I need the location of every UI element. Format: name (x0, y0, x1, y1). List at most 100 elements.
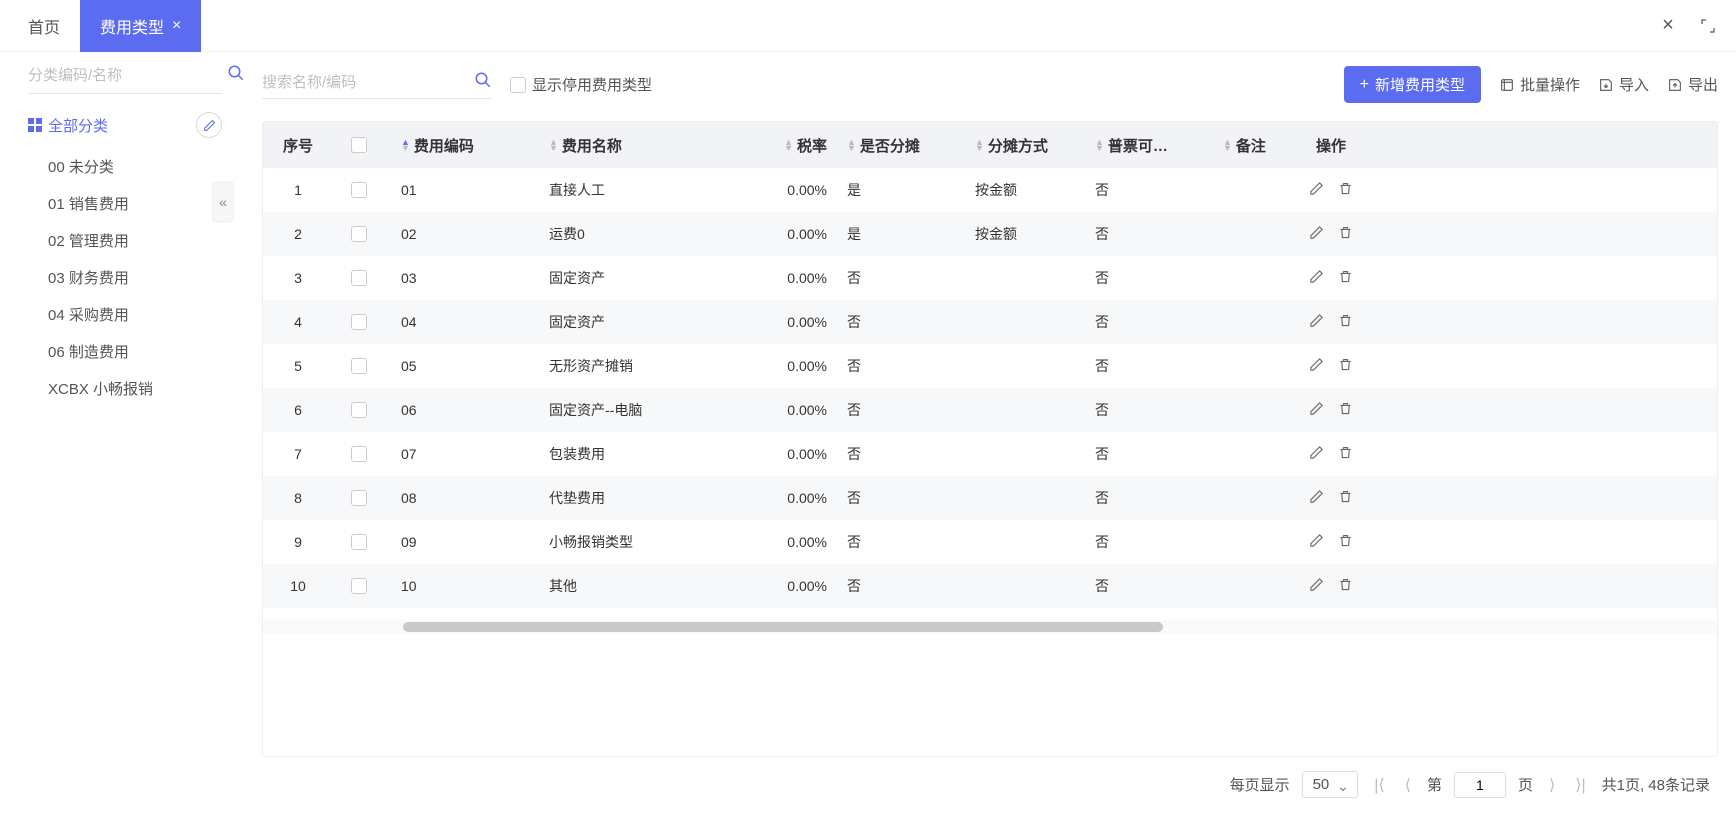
checkbox-icon (351, 314, 367, 330)
row-checkbox[interactable] (333, 226, 391, 242)
row-checkbox[interactable] (333, 490, 391, 506)
export-button[interactable]: 导出 (1667, 74, 1718, 95)
sidebar-all-categories[interactable]: 全部分类 (28, 115, 108, 136)
col-tax[interactable]: ▲▼税率 (737, 135, 837, 156)
tab-expense-type[interactable]: 费用类型 × (80, 0, 201, 52)
prev-page-icon[interactable]: ⟨ (1401, 775, 1415, 795)
cell-tax: 0.00% (737, 314, 837, 330)
scrollbar-thumb[interactable] (403, 622, 1163, 632)
delete-icon[interactable] (1338, 181, 1353, 199)
row-checkbox[interactable] (333, 578, 391, 594)
cell-allot: 否 (837, 356, 965, 376)
add-expense-type-button[interactable]: + 新增费用类型 (1344, 66, 1481, 103)
edit-category-icon[interactable] (196, 112, 222, 138)
cell-code: 10 (391, 578, 539, 594)
sidebar-category-item[interactable]: 06 制造费用 (48, 333, 222, 370)
delete-icon[interactable] (1338, 269, 1353, 287)
cell-seq: 8 (263, 490, 333, 506)
edit-icon[interactable] (1309, 269, 1324, 287)
cell-allot: 否 (837, 400, 965, 420)
delete-icon[interactable] (1338, 577, 1353, 595)
fullscreen-icon[interactable] (1688, 6, 1728, 46)
col-method[interactable]: ▲▼分摊方式 (965, 135, 1085, 156)
sidebar-category-item[interactable]: 00 未分类 (48, 148, 222, 185)
col-name[interactable]: ▲▼费用名称 (539, 135, 737, 156)
collapse-sidebar-icon[interactable]: « (212, 182, 234, 222)
import-button[interactable]: 导入 (1598, 74, 1649, 95)
delete-icon[interactable] (1338, 401, 1353, 419)
cell-name: 其他 (539, 576, 737, 596)
edit-icon[interactable] (1309, 489, 1324, 507)
cell-seq: 2 (263, 226, 333, 242)
cell-code: 04 (391, 314, 539, 330)
close-icon[interactable]: × (172, 17, 181, 35)
sidebar-category-item[interactable]: 03 财务费用 (48, 259, 222, 296)
checkbox-icon (351, 446, 367, 462)
cell-code: 01 (391, 182, 539, 198)
row-checkbox[interactable] (333, 358, 391, 374)
checkbox-icon (351, 402, 367, 418)
edit-icon[interactable] (1309, 533, 1324, 551)
sort-icon: ▲▼ (549, 139, 558, 151)
edit-icon[interactable] (1309, 313, 1324, 331)
close-all-icon[interactable]: × (1648, 6, 1688, 46)
last-page-icon[interactable]: ⟩| (1571, 775, 1589, 795)
col-checkbox[interactable] (333, 137, 391, 153)
table-row: 202运费00.00%是按金额否 (263, 212, 1717, 256)
edit-icon[interactable] (1309, 225, 1324, 243)
table-row: 606固定资产--电脑0.00%否否 (263, 388, 1717, 432)
sidebar-category-item[interactable]: 04 采购费用 (48, 296, 222, 333)
edit-icon[interactable] (1309, 445, 1324, 463)
tab-home[interactable]: 首页 (8, 0, 80, 52)
edit-icon[interactable] (1309, 577, 1324, 595)
row-checkbox[interactable] (333, 446, 391, 462)
search-icon[interactable] (227, 64, 245, 87)
first-page-icon[interactable]: |⟨ (1370, 775, 1388, 795)
row-checkbox[interactable] (333, 402, 391, 418)
col-seq[interactable]: 序号 (263, 135, 333, 156)
delete-icon[interactable] (1338, 489, 1353, 507)
table-row: 404固定资产0.00%否否 (263, 300, 1717, 344)
edit-icon[interactable] (1309, 181, 1324, 199)
show-disabled-checkbox[interactable]: 显示停用费用类型 (510, 74, 652, 95)
page-suffix: 页 (1518, 774, 1533, 795)
edit-icon[interactable] (1309, 401, 1324, 419)
batch-action-button[interactable]: 批量操作 (1499, 74, 1580, 95)
cell-invoice: 否 (1085, 268, 1213, 288)
row-checkbox[interactable] (333, 534, 391, 550)
cell-invoice: 否 (1085, 224, 1213, 244)
delete-icon[interactable] (1338, 533, 1353, 551)
col-allot[interactable]: ▲▼是否分摊 (837, 135, 965, 156)
sidebar-category-item[interactable]: XCBX 小畅报销 (48, 370, 222, 407)
cell-allot: 否 (837, 488, 965, 508)
sidebar-category-item[interactable]: 01 销售费用 (48, 185, 222, 222)
col-code[interactable]: ▲▼费用编码 (391, 135, 539, 156)
delete-icon[interactable] (1338, 445, 1353, 463)
sidebar-category-item[interactable]: 02 管理费用 (48, 222, 222, 259)
col-remark[interactable]: ▲▼备注 (1213, 135, 1281, 156)
delete-icon[interactable] (1338, 313, 1353, 331)
edit-icon[interactable] (1309, 357, 1324, 375)
cell-name: 固定资产--电脑 (539, 400, 737, 420)
checkbox-icon (510, 77, 526, 93)
delete-icon[interactable] (1338, 225, 1353, 243)
page-input[interactable] (1454, 772, 1506, 798)
search-icon[interactable] (474, 71, 492, 94)
next-page-icon[interactable]: ⟩ (1545, 775, 1559, 795)
sort-icon: ▲▼ (401, 139, 410, 151)
cell-tax: 0.00% (737, 182, 837, 198)
table-row: 909小畅报销类型0.00%否否 (263, 520, 1717, 564)
horizontal-scrollbar[interactable] (263, 620, 1717, 634)
row-checkbox[interactable] (333, 182, 391, 198)
checkbox-icon (351, 270, 367, 286)
sidebar-search-input[interactable] (28, 67, 227, 84)
per-page-select[interactable]: 50 ⌄ (1302, 771, 1359, 798)
delete-icon[interactable] (1338, 357, 1353, 375)
row-checkbox[interactable] (333, 314, 391, 330)
cell-invoice: 否 (1085, 532, 1213, 552)
search-input[interactable] (262, 74, 474, 91)
row-checkbox[interactable] (333, 270, 391, 286)
col-invoice[interactable]: ▲▼普票可… (1085, 135, 1213, 156)
table-row: 303固定资产0.00%否否 (263, 256, 1717, 300)
cell-name: 代垫费用 (539, 488, 737, 508)
